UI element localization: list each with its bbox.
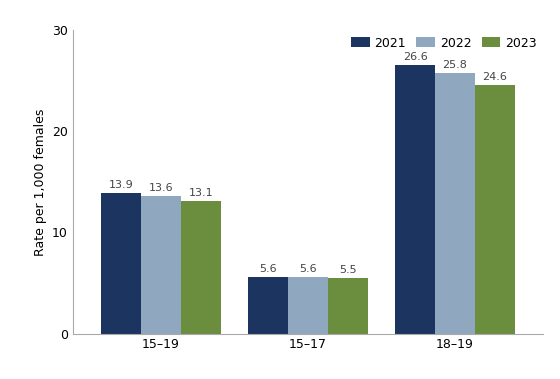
Text: 26.6: 26.6 [403, 52, 428, 62]
Bar [475, 85, 515, 334]
Bar [328, 278, 367, 334]
Text: 25.8: 25.8 [442, 60, 468, 70]
Text: 24.6: 24.6 [482, 72, 507, 82]
Text: 5.6: 5.6 [299, 264, 317, 274]
Legend: 2021, 2022, 2023: 2021, 2022, 2023 [351, 36, 537, 50]
Text: 13.9: 13.9 [109, 180, 134, 190]
Bar [435, 73, 475, 334]
Bar [181, 201, 221, 334]
Bar [288, 277, 328, 334]
Text: 13.1: 13.1 [188, 188, 213, 198]
Bar [249, 277, 288, 334]
Text: 5.6: 5.6 [259, 264, 277, 274]
Text: 13.6: 13.6 [149, 183, 173, 193]
Bar [141, 196, 181, 334]
Bar [101, 193, 141, 334]
Bar [395, 65, 435, 334]
Y-axis label: Rate per 1,000 females: Rate per 1,000 females [34, 108, 46, 255]
Text: 5.5: 5.5 [339, 265, 357, 275]
